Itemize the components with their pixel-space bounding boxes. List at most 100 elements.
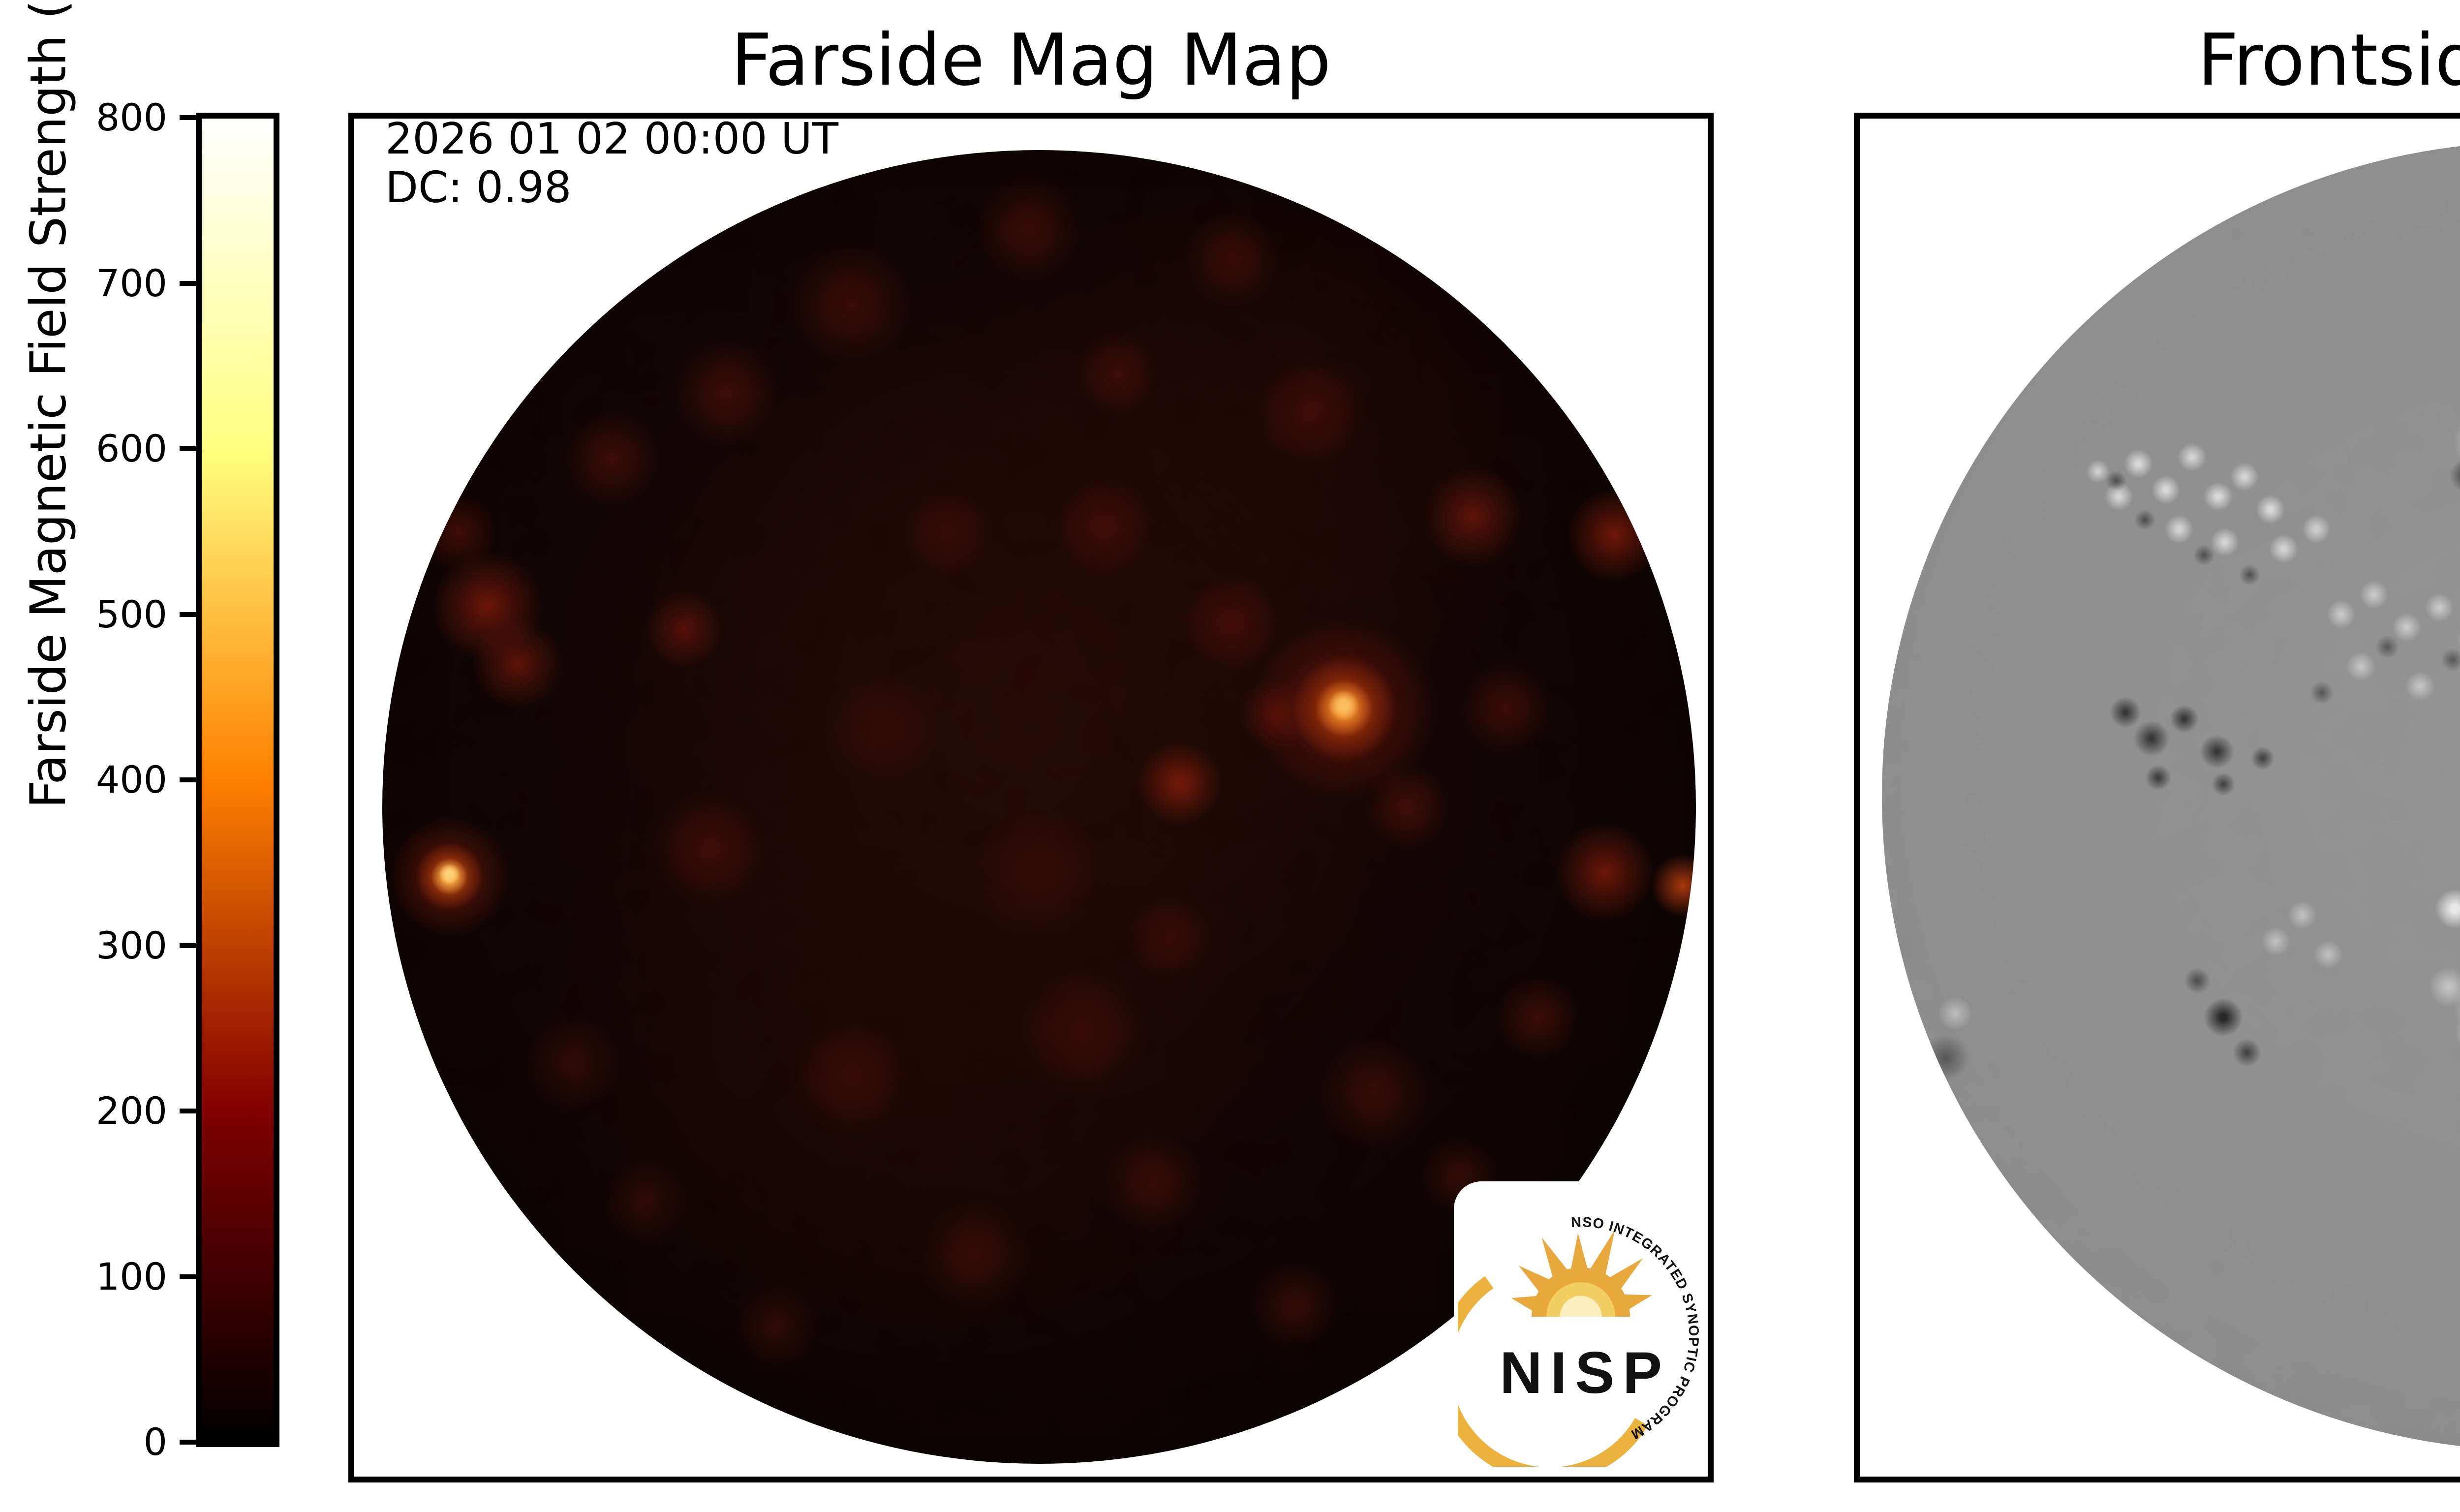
nisp-logo-svg: NISP NSO INTEGRATED SYNOPTIC PROGRAM xyxy=(1458,1214,1701,1467)
magnetic-feature-blob xyxy=(1138,741,1222,826)
magnetic-feature-blob xyxy=(2124,449,2153,478)
magnetic-feature-blob xyxy=(2313,940,2343,969)
nisp-logo: NISP NSO INTEGRATED SYNOPTIC PROGRAM xyxy=(1454,1181,1708,1477)
magnetic-feature-blob xyxy=(986,150,1565,728)
magnetic-feature-blob xyxy=(2204,482,2233,511)
magnetic-feature-blob xyxy=(674,340,779,446)
magnetic-feature-blob xyxy=(525,1016,620,1111)
magnetic-feature-blob xyxy=(2327,600,2356,629)
magnetic-feature-blob xyxy=(2309,680,2334,705)
magnetic-feature-blob xyxy=(1422,466,1523,567)
magnetic-feature-blob xyxy=(2405,672,2434,701)
colorbar-tick-mark xyxy=(180,612,196,617)
magnetic-feature-blob xyxy=(2210,527,2240,557)
colorbar-tick-label: 400 xyxy=(95,758,167,802)
colorbar-tick-label: 700 xyxy=(95,261,167,305)
farside-panel-title: Farside Mag Map xyxy=(731,19,1331,102)
magnetic-feature-blob xyxy=(2287,900,2317,930)
magnetic-feature-blob xyxy=(1328,690,1360,722)
magnetic-feature-blob xyxy=(1938,996,1972,1031)
magnetic-feature-blob xyxy=(2230,462,2259,492)
magnetic-feature-blob xyxy=(645,590,724,669)
colorbar-tick-mark xyxy=(180,1109,196,1113)
magnetic-feature-blob xyxy=(734,1284,819,1368)
frontside-panel: NISP NSO INTEGRATED SYNOPTIC PROGRAM xyxy=(1854,113,2460,1482)
magnetic-feature-blob xyxy=(2261,927,2290,956)
magnetic-feature-blob xyxy=(2454,412,2460,470)
magnetic-feature-blob xyxy=(1651,854,1696,918)
sun-flames-icon xyxy=(1475,1230,1687,1405)
magnetic-feature-blob xyxy=(565,411,660,506)
magnetic-feature-blob xyxy=(2105,470,2127,492)
magnetic-feature-blob xyxy=(415,842,484,911)
colorbar-tick-label: 800 xyxy=(95,95,167,139)
logo-ring-icon xyxy=(1458,1276,1648,1467)
colorbar-tick-label: 0 xyxy=(143,1420,167,1464)
magnetic-feature-blob xyxy=(1567,488,1662,583)
magnetic-feature-blob xyxy=(2346,652,2375,681)
colorbar-tick-mark xyxy=(180,446,196,451)
magnetic-feature-blob xyxy=(1496,975,1581,1059)
magnetic-feature-blob xyxy=(2193,545,2214,566)
magnetic-feature-blob xyxy=(389,816,510,937)
magnetic-feature-blob xyxy=(2204,997,2244,1037)
magnetic-feature-blob xyxy=(1315,679,1373,738)
magnetic-feature-blob xyxy=(1252,616,1436,801)
magnetic-feature-blob xyxy=(973,807,1105,938)
magnetic-feature-blob xyxy=(1365,765,1449,849)
magnetic-feature-blob xyxy=(1126,894,1215,983)
magnetic-feature-blob xyxy=(1250,1261,1340,1351)
colorbar-tick-mark xyxy=(180,1274,196,1279)
colorbar-tick-mark xyxy=(180,1440,196,1445)
magnetic-feature-blob xyxy=(2170,704,2199,734)
magnetic-feature-blob xyxy=(1461,663,1550,753)
magnetic-feature-blob xyxy=(473,619,562,709)
magnetic-feature-blob xyxy=(1291,655,1397,761)
magnetic-feature-blob xyxy=(1076,331,1160,416)
magnetic-feature-blob xyxy=(2145,765,2171,791)
magnetic-feature-blob xyxy=(2212,772,2236,796)
magnetic-feature-blob xyxy=(1056,478,1151,573)
magnetic-feature-blob xyxy=(1103,1133,1203,1233)
magnetic-feature-blob xyxy=(1016,966,1148,1098)
magnetic-feature-blob xyxy=(2164,515,2194,544)
frontside-noise-overlay xyxy=(1882,142,2460,1450)
magnetic-feature-blob xyxy=(1185,576,1280,671)
magnetic-feature-blob xyxy=(540,676,1276,1412)
magnetic-feature-blob xyxy=(1185,212,1280,307)
magnetic-feature-blob xyxy=(791,1016,912,1137)
colorbar-tick-mark xyxy=(180,943,196,948)
magnetic-feature-blob xyxy=(2256,495,2285,524)
magnetic-feature-blob xyxy=(2184,967,2211,994)
magnetic-feature-blob xyxy=(976,176,1081,281)
frontside-sun-disk xyxy=(1882,142,2460,1450)
magnetic-feature-blob xyxy=(2302,515,2331,544)
magnetic-feature-blob xyxy=(2458,626,2460,655)
colorbar-tick-label: 100 xyxy=(95,1254,167,1298)
magnetic-feature-blob xyxy=(2251,746,2275,770)
magnetic-feature-blob xyxy=(419,493,498,572)
magnetic-feature-blob xyxy=(2359,580,2389,609)
magnetic-feature-blob xyxy=(438,863,460,885)
magnetic-feature-blob xyxy=(2269,534,2298,563)
farside-panel: 2026 01 02 00:00 UT DC: 0.98 NISP NSO xyxy=(348,113,1714,1482)
magnetic-feature-blob xyxy=(2178,442,2207,472)
colorbar-tick-label: 500 xyxy=(95,592,167,636)
magnetic-feature-blob xyxy=(2425,593,2454,622)
magnetic-feature-blob xyxy=(2429,967,2460,1007)
magnetic-feature-blob xyxy=(2134,509,2155,530)
magnetic-feature-blob xyxy=(2109,696,2141,728)
colorbar-tick-mark xyxy=(180,280,196,286)
magnetic-feature-blob xyxy=(902,486,992,576)
colorbar-tick-label: 200 xyxy=(95,1089,167,1133)
magnetic-feature-blob xyxy=(1555,823,1656,923)
colorbar-gradient xyxy=(202,119,274,1441)
colorbar-tick-mark xyxy=(180,777,196,782)
magnetic-feature-blob xyxy=(2133,720,2170,757)
duty-cycle-text: DC: 0.98 xyxy=(385,162,572,213)
magnetic-feature-blob xyxy=(603,1159,687,1243)
frontside-panel-title: Frontside Mag Map xyxy=(2197,19,2460,102)
magnetic-feature-blob xyxy=(651,791,768,907)
logo-acronym-text: NISP xyxy=(1500,1340,1662,1406)
